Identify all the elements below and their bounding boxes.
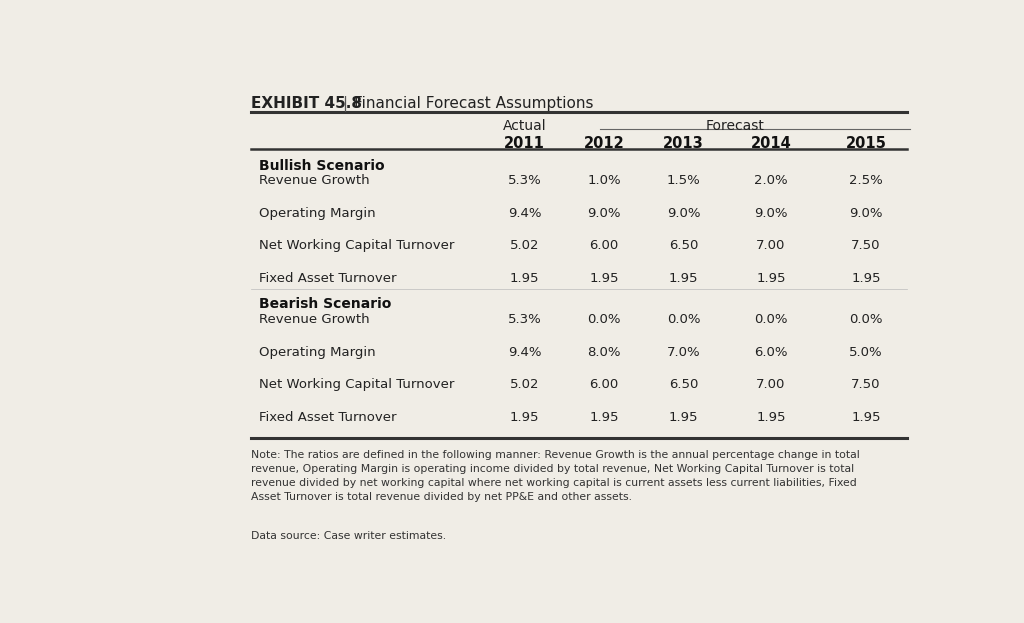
Text: 2.0%: 2.0% — [754, 174, 787, 187]
Text: 6.50: 6.50 — [669, 239, 698, 252]
Text: 6.0%: 6.0% — [754, 346, 787, 359]
Text: 7.50: 7.50 — [851, 239, 881, 252]
Text: Revenue Growth: Revenue Growth — [259, 313, 370, 326]
Text: 9.4%: 9.4% — [508, 207, 542, 220]
Text: 5.02: 5.02 — [510, 239, 540, 252]
Text: Operating Margin: Operating Margin — [259, 346, 376, 359]
Text: Net Working Capital Turnover: Net Working Capital Turnover — [259, 239, 455, 252]
Text: 5.3%: 5.3% — [508, 313, 542, 326]
Text: 1.95: 1.95 — [669, 411, 698, 424]
Text: 1.95: 1.95 — [590, 411, 618, 424]
Text: Note: The ratios are defined in the following manner: Revenue Growth is the annu: Note: The ratios are defined in the foll… — [251, 450, 860, 502]
Text: 2.5%: 2.5% — [849, 174, 883, 187]
Text: Net Working Capital Turnover: Net Working Capital Turnover — [259, 378, 455, 391]
Text: 9.0%: 9.0% — [588, 207, 621, 220]
Text: 5.02: 5.02 — [510, 378, 540, 391]
Text: 0.0%: 0.0% — [754, 313, 787, 326]
Text: Actual: Actual — [503, 119, 547, 133]
Text: 1.95: 1.95 — [851, 411, 881, 424]
Text: 7.00: 7.00 — [756, 239, 785, 252]
Text: 2015: 2015 — [846, 136, 887, 151]
Text: 8.0%: 8.0% — [588, 346, 621, 359]
Text: 9.0%: 9.0% — [754, 207, 787, 220]
Text: 1.95: 1.95 — [590, 272, 618, 285]
Text: 6.00: 6.00 — [590, 239, 618, 252]
Text: Fixed Asset Turnover: Fixed Asset Turnover — [259, 272, 396, 285]
Text: 0.0%: 0.0% — [667, 313, 700, 326]
Text: Operating Margin: Operating Margin — [259, 207, 376, 220]
Text: 2012: 2012 — [584, 136, 625, 151]
Text: 1.95: 1.95 — [669, 272, 698, 285]
Text: 9.4%: 9.4% — [508, 346, 542, 359]
Text: Bullish Scenario: Bullish Scenario — [259, 159, 385, 173]
Text: Data source: Case writer estimates.: Data source: Case writer estimates. — [251, 531, 446, 541]
Text: 7.0%: 7.0% — [667, 346, 700, 359]
Text: Bearish Scenario: Bearish Scenario — [259, 297, 391, 312]
Text: 9.0%: 9.0% — [667, 207, 700, 220]
Text: 1.95: 1.95 — [510, 272, 540, 285]
Text: EXHIBIT 45.8: EXHIBIT 45.8 — [251, 97, 362, 112]
Text: Financial Forecast Assumptions: Financial Forecast Assumptions — [354, 97, 594, 112]
Text: 0.0%: 0.0% — [849, 313, 883, 326]
Text: 9.0%: 9.0% — [849, 207, 883, 220]
Text: 2013: 2013 — [664, 136, 703, 151]
Text: 7.50: 7.50 — [851, 378, 881, 391]
Text: 2014: 2014 — [751, 136, 792, 151]
Text: |: | — [342, 97, 347, 112]
Text: 0.0%: 0.0% — [588, 313, 621, 326]
Text: 6.00: 6.00 — [590, 378, 618, 391]
Text: Forecast: Forecast — [706, 119, 765, 133]
Text: 1.95: 1.95 — [510, 411, 540, 424]
Text: Fixed Asset Turnover: Fixed Asset Turnover — [259, 411, 396, 424]
Text: 5.3%: 5.3% — [508, 174, 542, 187]
Text: 1.0%: 1.0% — [588, 174, 621, 187]
Text: 1.5%: 1.5% — [667, 174, 700, 187]
Text: 7.00: 7.00 — [756, 378, 785, 391]
Text: 1.95: 1.95 — [851, 272, 881, 285]
Text: 2011: 2011 — [505, 136, 545, 151]
Text: 6.50: 6.50 — [669, 378, 698, 391]
Text: 1.95: 1.95 — [756, 272, 785, 285]
Text: 1.95: 1.95 — [756, 411, 785, 424]
Text: 5.0%: 5.0% — [849, 346, 883, 359]
Text: Revenue Growth: Revenue Growth — [259, 174, 370, 187]
